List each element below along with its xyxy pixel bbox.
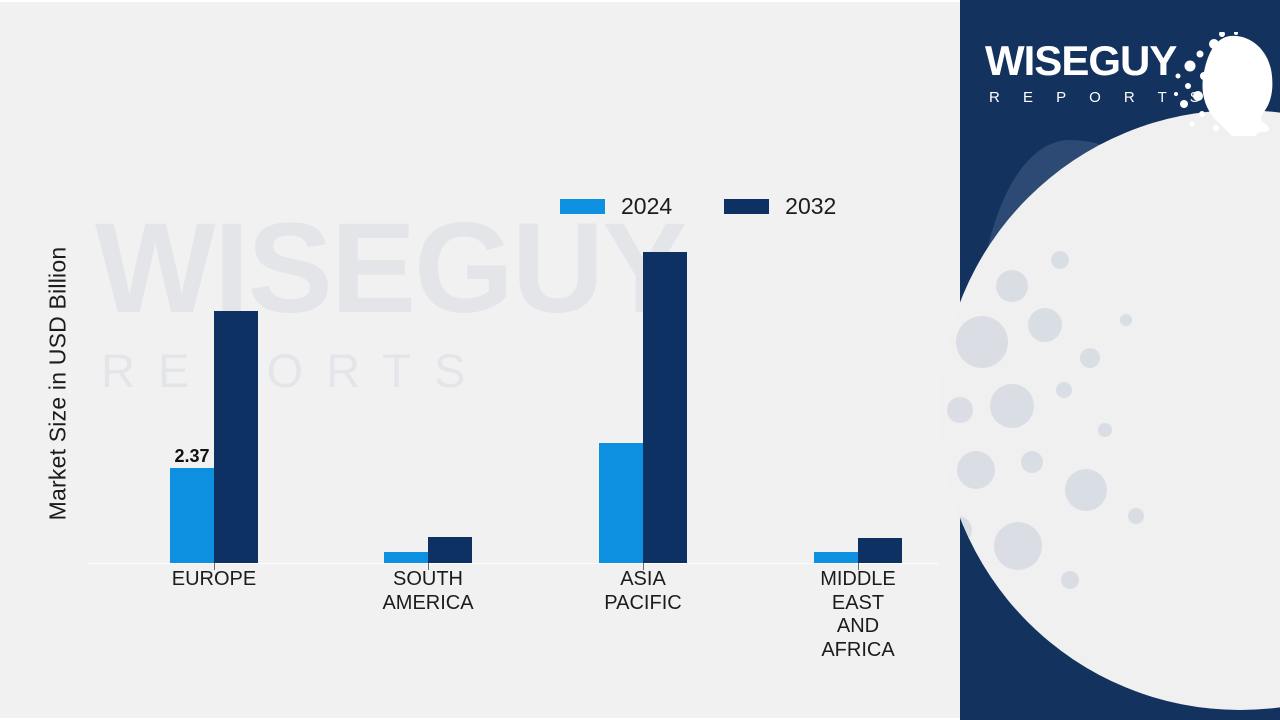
x-axis-tick [643, 563, 644, 570]
bar-value-label: 2.37 [174, 446, 210, 466]
bar-2024-asia-pacific [599, 443, 643, 563]
molecule-dots-decoration [944, 251, 1144, 614]
x-axis-tick [214, 563, 215, 570]
legend-item-2032: 2032 [724, 193, 836, 220]
bar-2032-south-america [428, 537, 472, 563]
x-axis-label-europe: EUROPE [171, 568, 257, 590]
logo-tagline: R E P O R T S [989, 89, 1210, 106]
logo-wordmark: WISEGUY [985, 37, 1177, 84]
bar-2032-asia-pacific [643, 252, 687, 563]
bar-2024-south-america [384, 552, 428, 563]
x-axis-label-middle-east-and-africa: MIDDLE EAST AND AFRICA [820, 568, 896, 661]
x-axis-label-south-america: SOUTH AMERICA [382, 568, 474, 614]
legend-item-2024: 2024 [560, 193, 672, 220]
x-axis-tick [858, 563, 859, 570]
plot-area: EUROPE SOUTH AMERICA ASIA PACIFIC MIDDLE EA… [88, 252, 938, 661]
bar-2024-europe [170, 468, 214, 563]
logo-head-icon [1174, 32, 1273, 136]
legend-swatch-2032 [724, 199, 770, 214]
x-axis-tick [428, 563, 429, 570]
bar-chart: Market Size in USD Billion 2024 2032 EUR… [45, 193, 938, 661]
legend-label-2024: 2024 [621, 193, 673, 219]
legend-label-2032: 2032 [785, 193, 837, 219]
x-axis-label-asia-pacific: ASIA PACIFIC [604, 568, 682, 614]
chart-legend: 2024 2032 [560, 193, 836, 220]
bar-2032-middle-east-and-africa [858, 538, 902, 563]
bar-2032-europe [214, 311, 258, 563]
brand-logo: WISEGUY R E P O R T S [985, 32, 1273, 136]
bar-2024-middle-east-and-africa [814, 552, 858, 563]
axis-baseline [88, 563, 938, 564]
legend-swatch-2024 [560, 199, 605, 214]
